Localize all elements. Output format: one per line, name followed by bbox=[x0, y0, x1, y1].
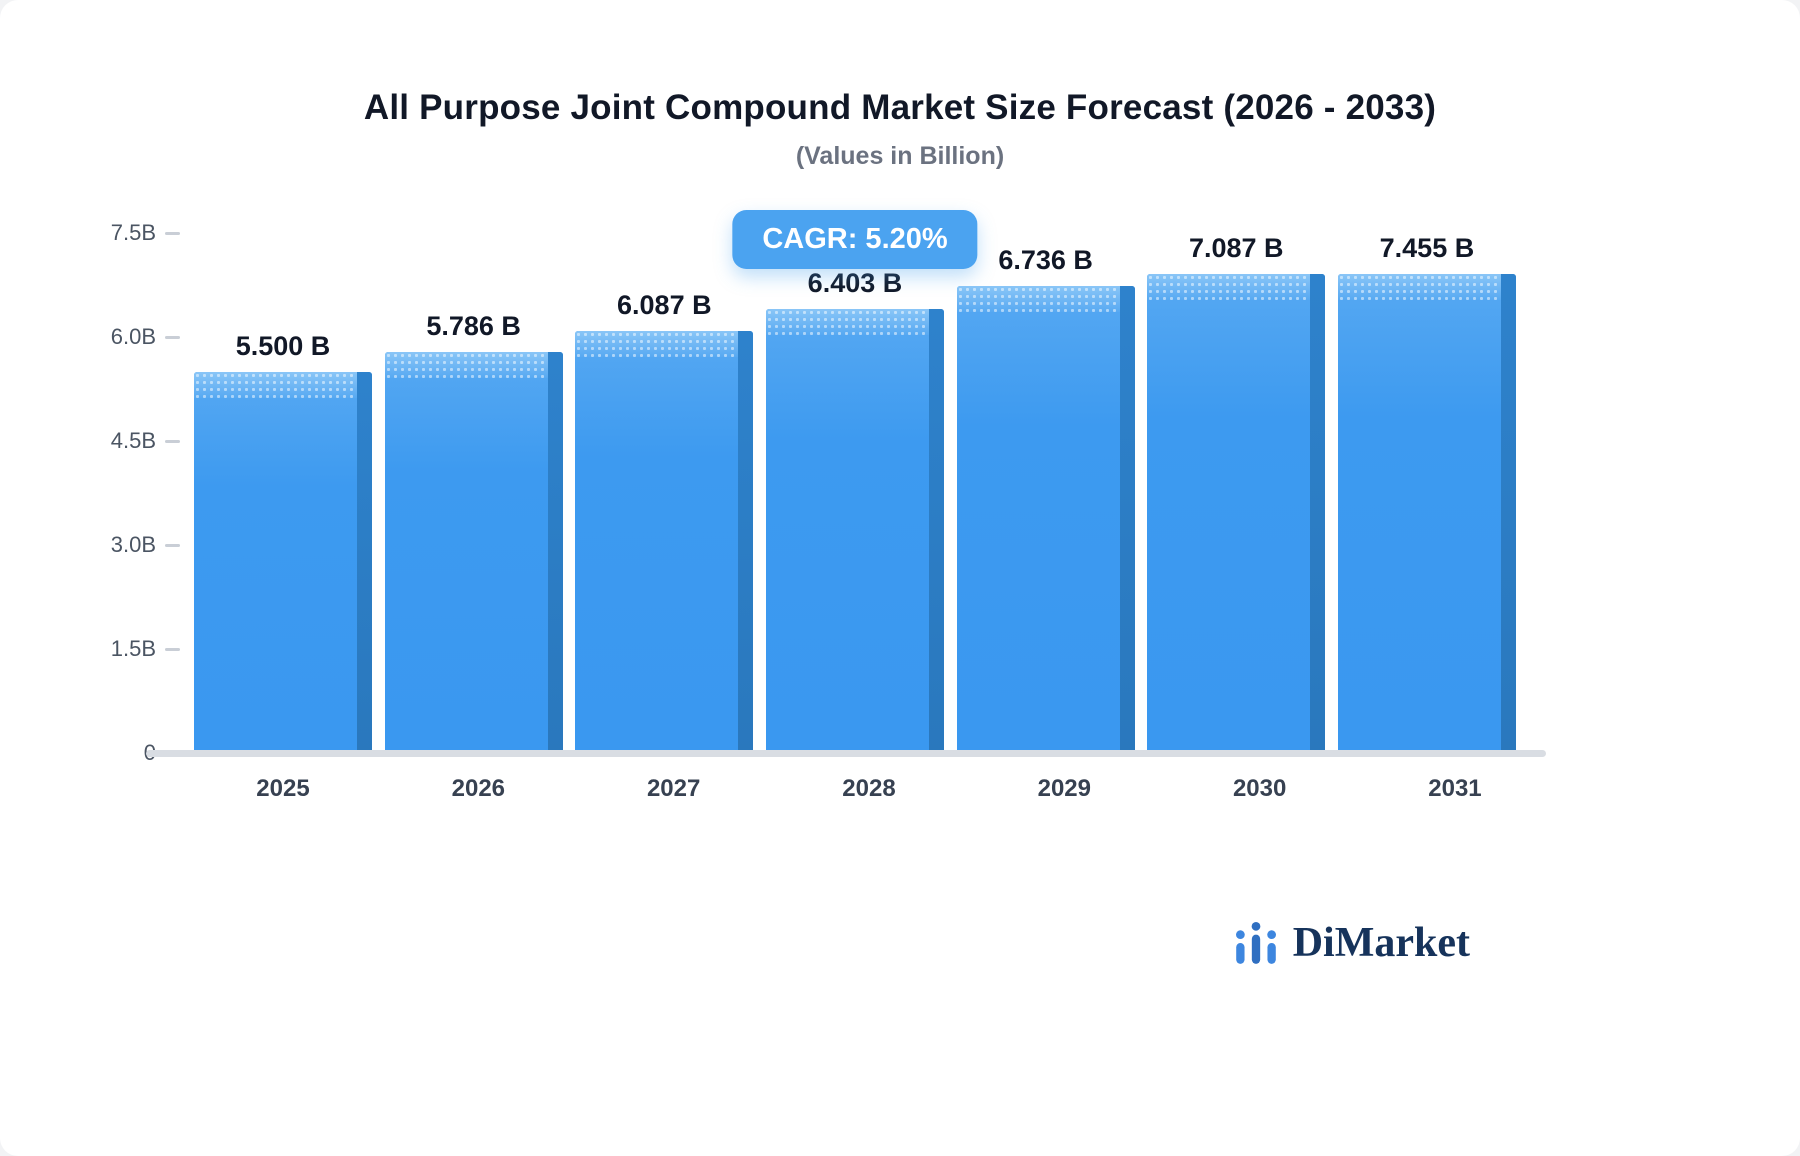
dimarket-bars-icon bbox=[1235, 921, 1276, 964]
bar-group-2030: 7.087 B bbox=[1147, 233, 1326, 753]
bar-group-2025: 5.500 B bbox=[194, 233, 372, 753]
bar bbox=[384, 351, 563, 753]
bar bbox=[765, 309, 944, 753]
cagr-badge: CAGR: 5.20% bbox=[732, 210, 978, 270]
bar-value-label: 6.403 B bbox=[807, 268, 903, 299]
chart-subtitle: (Values in Billion) bbox=[795, 142, 1005, 170]
x-tick-label: 2027 bbox=[646, 775, 701, 802]
y-tick-label: 4.5B bbox=[111, 428, 180, 454]
x-axis-labels: 2025 2026 2027 2028 2029 2030 2031 bbox=[180, 775, 1558, 803]
bar bbox=[575, 330, 754, 753]
plot-area: CAGR: 5.20% 5.500 B 5.786 B 6.087 B 6.40… bbox=[146, 210, 1546, 757]
bar-top-face bbox=[1337, 274, 1501, 300]
y-tick-label: 6.0B bbox=[111, 324, 180, 350]
bar-value-label: 7.455 B bbox=[1379, 233, 1475, 263]
bar-value-label: 6.736 B bbox=[998, 244, 1093, 275]
y-tick-label: 1.5B bbox=[111, 636, 180, 662]
x-axis-baseline bbox=[146, 750, 1546, 757]
bar-group-2027: 6.087 B bbox=[575, 233, 754, 753]
x-tick-label: 2029 bbox=[1037, 775, 1091, 802]
bar-group-2028: 6.403 B bbox=[765, 233, 944, 753]
tick-mark bbox=[165, 543, 180, 547]
bar-value-label: 7.087 B bbox=[1188, 233, 1284, 263]
bar-top-face bbox=[956, 285, 1120, 312]
bar bbox=[1147, 274, 1326, 753]
bar-group-2026: 5.786 B bbox=[384, 233, 563, 753]
bar-value-label: 5.500 B bbox=[235, 330, 331, 361]
bar-side-face bbox=[928, 309, 944, 753]
dimarket-wordmark: DiMarket bbox=[1292, 920, 1470, 966]
bar-side-face bbox=[357, 371, 372, 753]
bar-group-2031: 7.455 B bbox=[1337, 233, 1516, 753]
bar-top-face bbox=[1147, 274, 1311, 300]
bar-top-face bbox=[194, 371, 357, 398]
bar bbox=[1337, 274, 1516, 753]
y-axis: 0 1.5B 3.0B 4.5B 6.0B 7.5B bbox=[80, 220, 180, 765]
dimarket-logo: DiMarket bbox=[1231, 918, 1470, 968]
bar bbox=[956, 285, 1135, 753]
tick-mark bbox=[165, 647, 180, 651]
bars-container: 5.500 B 5.786 B 6.087 B 6.403 B 6.736 B bbox=[180, 233, 1530, 753]
bar-top-face bbox=[384, 351, 548, 378]
bar-top-face bbox=[765, 309, 929, 336]
x-tick-label: 2030 bbox=[1232, 775, 1287, 802]
bar-group-2029: 6.736 B bbox=[956, 233, 1135, 753]
x-tick-label: 2031 bbox=[1428, 775, 1482, 802]
tick-mark bbox=[165, 231, 180, 235]
x-tick-label: 2026 bbox=[451, 775, 506, 802]
bar-side-face bbox=[738, 330, 754, 753]
bar-side-face bbox=[1119, 285, 1135, 753]
bar-value-label: 6.087 B bbox=[617, 289, 712, 320]
bar bbox=[194, 371, 372, 753]
chart-area: 0 1.5B 3.0B 4.5B 6.0B 7.5B CAGR: 5.20% 5… bbox=[80, 210, 1546, 765]
bar-value-label: 5.786 B bbox=[426, 310, 521, 341]
x-tick-label: 2025 bbox=[256, 775, 310, 802]
bar-side-face bbox=[1500, 274, 1516, 753]
bar-side-face bbox=[547, 351, 563, 753]
bar-side-face bbox=[1310, 274, 1326, 753]
chart-title: All Purpose Joint Compound Market Size F… bbox=[363, 88, 1437, 127]
y-tick-label: 7.5B bbox=[111, 220, 180, 246]
tick-mark bbox=[165, 439, 180, 443]
x-tick-label: 2028 bbox=[842, 775, 896, 802]
tick-mark bbox=[165, 335, 180, 339]
y-tick-label: 3.0B bbox=[111, 532, 180, 558]
bar-top-face bbox=[575, 330, 739, 357]
